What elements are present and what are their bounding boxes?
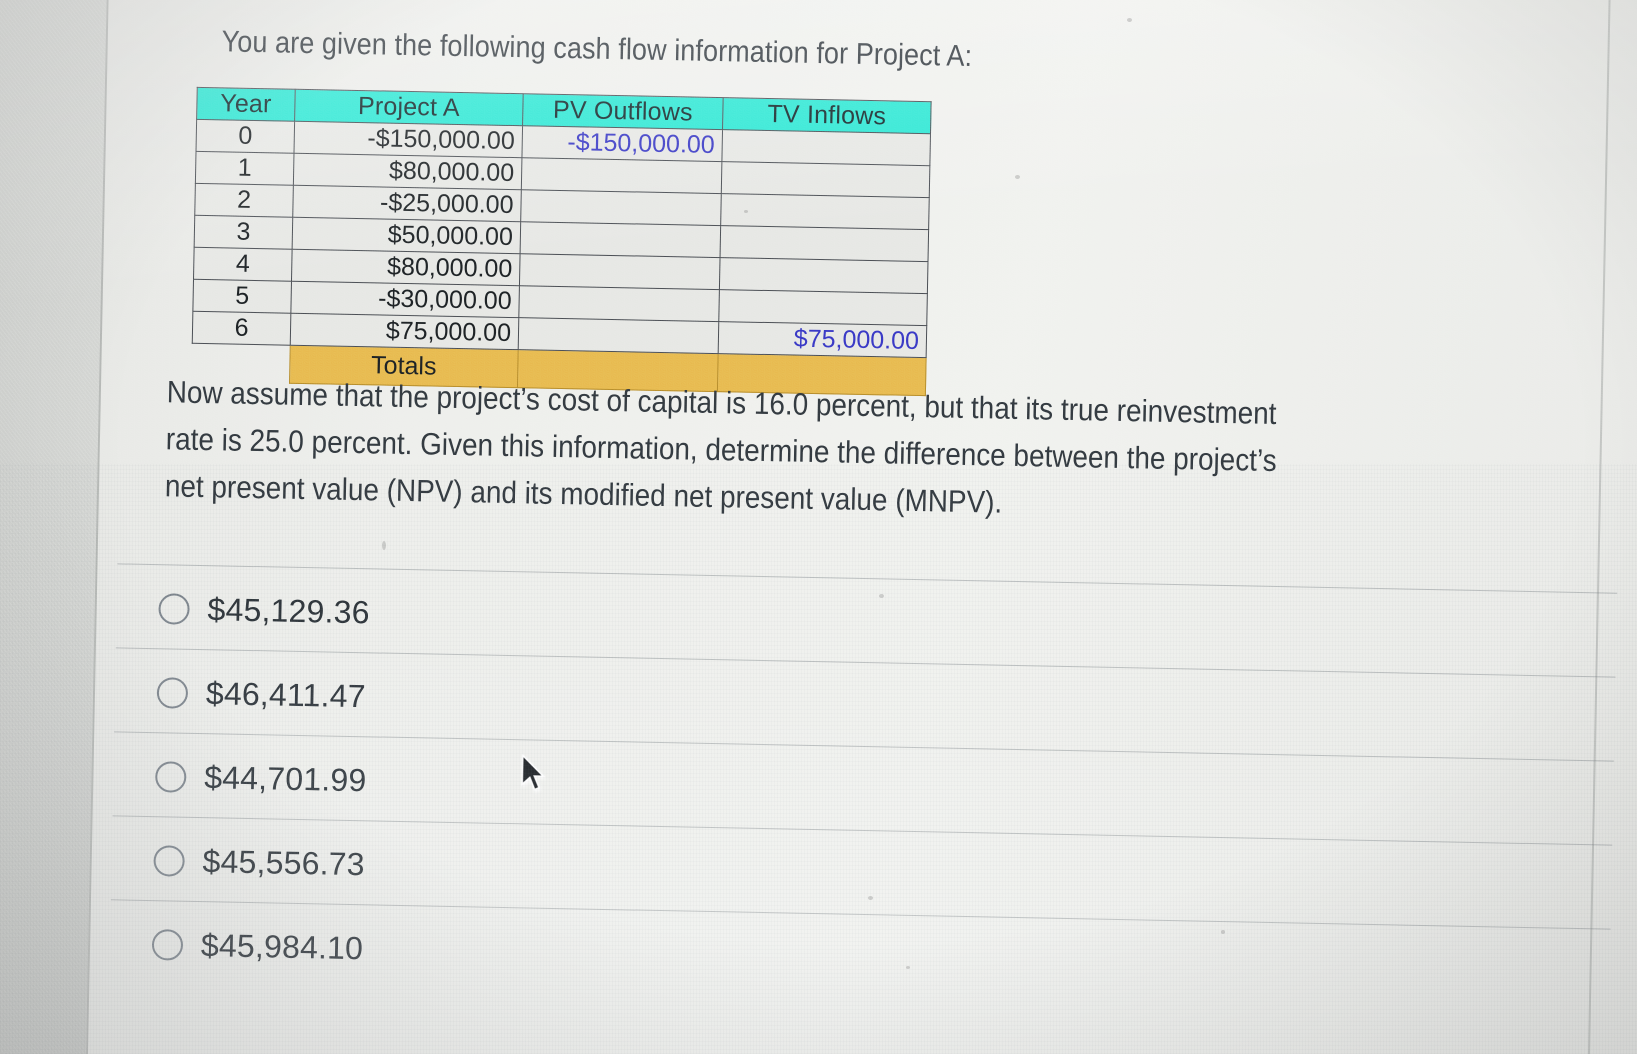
question-text: Now assume that the project’s cost of ca… [165,368,1597,537]
cell-tv-inflows: $75,000.00 [718,321,927,358]
cell-pv-outflows [520,221,721,258]
answer-option-label: $46,411.47 [205,674,367,714]
cell-tv-inflows [719,257,928,294]
cell-pv-outflows [519,253,721,290]
cell-year: 5 [192,279,292,314]
answer-option-label: $45,984.10 [200,926,364,966]
answer-option-label: $45,556.73 [202,842,366,882]
cell-tv-inflows [721,129,931,166]
cell-pv-outflows: -$150,000.00 [521,125,723,162]
radio-button-icon[interactable] [153,845,185,877]
radio-button-icon[interactable] [156,677,189,709]
answer-option-label: $44,701.99 [203,758,367,798]
header-tv-inflows: TV Inflows [722,97,932,134]
header-pv-outflows: PV Outflows [522,93,724,130]
radio-button-icon[interactable] [151,929,184,961]
header-year: Year [196,87,296,122]
cell-project-a: $80,000.00 [291,249,521,286]
cell-project-a: $50,000.00 [292,217,521,254]
cell-year: 1 [195,151,294,186]
cash-flow-table: Year Project A PV Outflows TV Inflows 0 … [191,87,932,396]
page-content: You are given the following cash flow in… [85,0,1637,1054]
radio-button-icon[interactable] [158,593,190,625]
cell-tv-inflows [718,289,928,326]
intro-text: You are given the following cash flow in… [221,25,973,73]
cell-year: 0 [196,119,295,154]
answer-option-label: $45,129.36 [207,590,371,630]
cell-pv-outflows [518,285,720,322]
cash-flow-table-image: Year Project A PV Outflows TV Inflows 0 … [191,87,932,396]
cell-year: 4 [193,247,293,282]
cell-year: 3 [194,215,293,250]
cell-project-a: $80,000.00 [293,153,522,190]
cell-project-a: -$150,000.00 [293,121,523,158]
cell-year: 2 [194,183,294,218]
cell-tv-inflows [721,161,930,198]
radio-button-icon[interactable] [154,761,187,793]
header-project-a: Project A [294,89,524,126]
cell-pv-outflows [520,189,722,226]
cell-project-a: -$30,000.00 [290,281,520,318]
cell-project-a: -$25,000.00 [292,185,522,222]
cell-pv-outflows [521,157,722,194]
cell-tv-inflows [720,225,929,262]
cell-project-a: $75,000.00 [290,313,519,350]
cell-pv-outflows [518,317,719,354]
answer-options-list: $45,129.36 $46,411.47 $44,701.99 $45,556… [109,563,1618,1013]
page-title: You are given the following cash flow in… [221,25,1056,75]
cell-tv-inflows [720,193,930,230]
cell-year: 6 [192,311,291,346]
